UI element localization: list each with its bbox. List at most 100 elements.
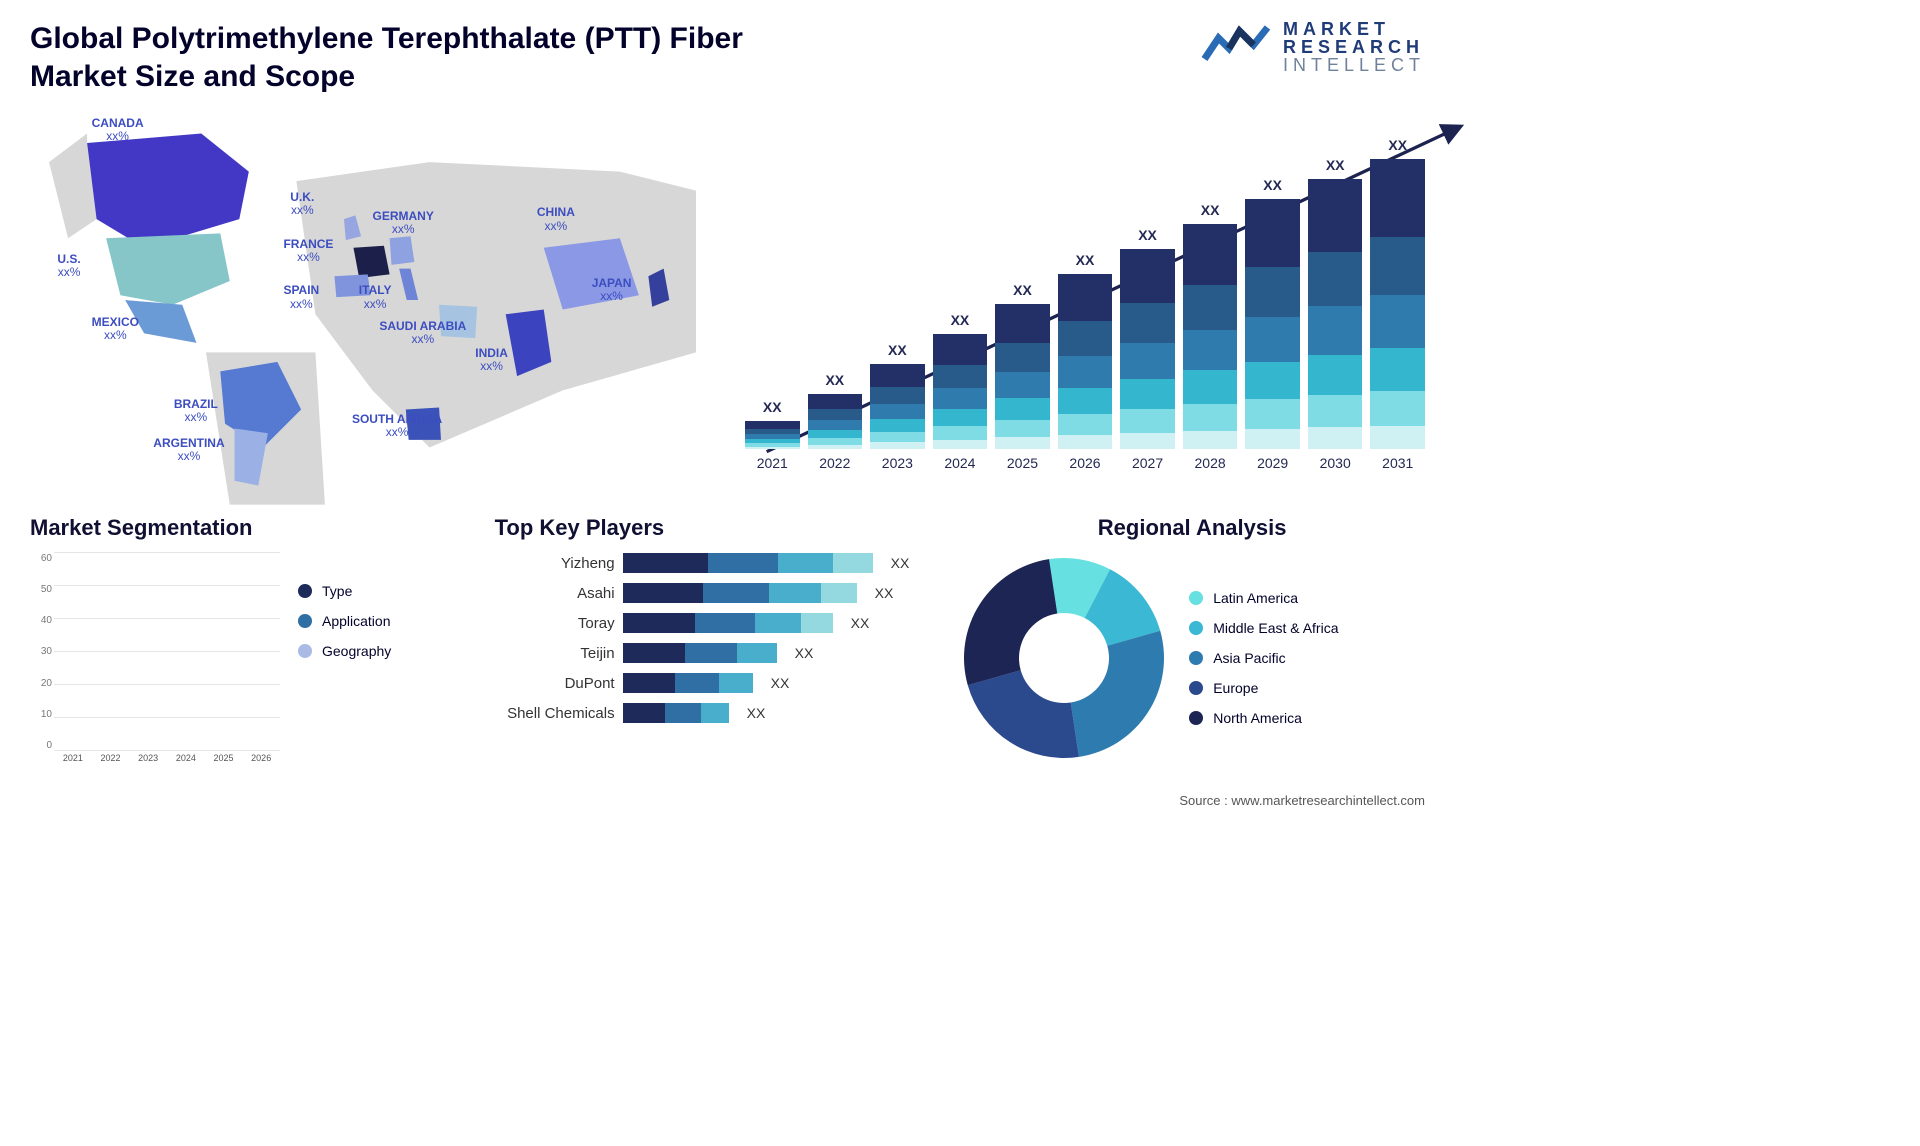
key-player-row: AsahiXX — [495, 583, 940, 603]
growth-seg — [808, 430, 863, 438]
legend-swatch-icon — [298, 644, 312, 658]
growth-seg — [995, 372, 1050, 398]
growth-seg — [808, 438, 863, 445]
growth-seg — [1058, 321, 1113, 356]
kp-seg — [708, 553, 778, 573]
key-player-name: Shell Chemicals — [495, 705, 615, 722]
growth-value-label: XX — [1201, 202, 1220, 218]
brand-logo: MARKET RESEARCH INTELLECT — [1201, 20, 1425, 74]
legend-swatch-icon — [298, 584, 312, 598]
growth-seg — [1058, 435, 1113, 449]
kp-seg — [623, 553, 708, 573]
map-label-argentina: ARGENTINAxx% — [153, 437, 224, 463]
key-player-bar — [623, 673, 753, 693]
growth-seg — [1058, 356, 1113, 388]
growth-seg — [1370, 348, 1425, 392]
seg-xlabel: 2021 — [54, 753, 92, 773]
growth-seg — [1120, 343, 1175, 379]
growth-seg — [870, 387, 925, 404]
map-country-na-canada — [87, 134, 249, 248]
growth-value-label: XX — [1388, 137, 1407, 153]
kp-seg — [769, 583, 821, 603]
key-player-name: Toray — [495, 615, 615, 632]
growth-seg — [1120, 409, 1175, 433]
growth-seg — [745, 421, 800, 429]
donut-slice-asia-pacific — [1071, 631, 1164, 757]
growth-seg — [1370, 237, 1425, 295]
kp-seg — [801, 613, 833, 633]
growth-seg — [1183, 330, 1238, 371]
key-player-name: Asahi — [495, 585, 615, 602]
map-label-south-africa: SOUTH AFRICAxx% — [352, 413, 442, 439]
key-player-value: XX — [771, 675, 790, 691]
growth-value-label: XX — [888, 342, 907, 358]
key-player-row: Toray XX — [495, 613, 940, 633]
growth-col-2031: XX2031 — [1370, 137, 1425, 471]
growth-col-2028: XX2028 — [1183, 202, 1238, 471]
donut-slice-europe — [968, 670, 1079, 758]
growth-seg — [1245, 429, 1300, 449]
growth-xlabel: 2022 — [819, 455, 850, 471]
seg-legend-item: Application — [298, 613, 391, 629]
map-label-germany: GERMANYxx% — [373, 210, 434, 236]
growth-seg — [933, 334, 988, 365]
kp-seg — [685, 643, 737, 663]
key-player-name: Yizheng — [495, 555, 615, 572]
growth-seg — [1370, 295, 1425, 347]
seg-ytick: 40 — [30, 615, 52, 626]
growth-seg — [933, 409, 988, 426]
growth-seg — [1183, 404, 1238, 431]
map-label-india: INDIAxx% — [475, 347, 508, 373]
seg-xlabel: 2025 — [205, 753, 243, 773]
growth-seg — [1370, 159, 1425, 237]
key-player-value: XX — [795, 645, 814, 661]
regional-legend: Latin AmericaMiddle East & AfricaAsia Pa… — [1189, 590, 1338, 726]
seg-xlabel: 2026 — [242, 753, 280, 773]
map-label-italy: ITALYxx% — [359, 284, 392, 310]
growth-xlabel: 2025 — [1007, 455, 1038, 471]
growth-seg — [870, 442, 925, 449]
growth-seg — [933, 440, 988, 449]
donut-slice-north-america — [964, 559, 1057, 685]
map-label-china: CHINAxx% — [537, 206, 575, 232]
growth-value-label: XX — [1076, 252, 1095, 268]
kp-seg — [665, 703, 701, 723]
kp-seg — [821, 583, 857, 603]
growth-xlabel: 2021 — [757, 455, 788, 471]
kp-seg — [778, 553, 833, 573]
regional-legend-item: Latin America — [1189, 590, 1338, 606]
growth-seg — [870, 419, 925, 432]
segmentation-title: Market Segmentation — [30, 515, 475, 541]
key-player-value: XX — [891, 555, 910, 571]
key-player-value: XX — [851, 615, 870, 631]
kp-seg — [737, 643, 777, 663]
page-title: Global Polytrimethylene Terephthalate (P… — [30, 20, 830, 95]
kp-seg — [833, 553, 873, 573]
logo-text-3: INTELLECT — [1283, 56, 1425, 74]
legend-label: Geography — [322, 643, 391, 659]
growth-value-label: XX — [1326, 157, 1345, 173]
growth-value-label: XX — [1013, 282, 1032, 298]
logo-text-2: RESEARCH — [1283, 38, 1425, 56]
growth-seg — [995, 437, 1050, 449]
world-map-panel: CANADAxx%U.S.xx%MEXICOxx%BRAZILxx%ARGENT… — [30, 105, 715, 495]
key-player-bar — [623, 613, 833, 633]
kp-seg — [695, 613, 755, 633]
seg-xlabel: 2023 — [129, 753, 167, 773]
map-label-mexico: MEXICOxx% — [92, 316, 139, 342]
growth-seg — [1308, 179, 1363, 252]
seg-xlabel: 2022 — [92, 753, 130, 773]
growth-seg — [933, 365, 988, 388]
legend-label: North America — [1213, 710, 1302, 726]
key-player-value: XX — [747, 705, 766, 721]
kp-seg — [675, 673, 719, 693]
key-player-bar — [623, 643, 777, 663]
map-label-japan: JAPANxx% — [592, 277, 632, 303]
map-country-eu-germany — [390, 236, 415, 265]
growth-col-2030: XX2030 — [1308, 157, 1363, 471]
seg-ytick: 30 — [30, 646, 52, 657]
growth-seg — [1120, 249, 1175, 303]
growth-seg — [1245, 267, 1300, 317]
key-player-bar — [623, 703, 729, 723]
growth-seg — [1308, 427, 1363, 449]
